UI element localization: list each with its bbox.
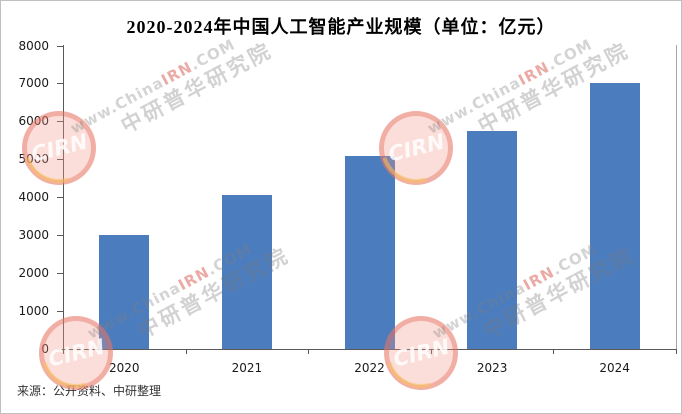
y-axis-tick [57,45,63,47]
x-axis-tick [676,349,677,354]
y-axis-tick-label: 4000 [18,190,49,205]
y-axis-tick [57,273,63,275]
bar-2020 [99,235,150,349]
y-axis-tick [57,83,63,85]
y-axis-tick-label: 2000 [18,266,49,281]
bar-2021 [221,195,272,349]
x-axis-tick [308,349,310,354]
y-axis-tick-label: 0 [41,342,49,356]
x-axis-tick-label: 2021 [231,361,263,375]
x-axis-line [63,349,677,350]
y-axis-tick-label: 1000 [18,304,49,319]
chart-title: 2020-2024年中国人工智能产业规模（单位：亿元） [126,17,556,37]
y-axis-tick-label: 6000 [18,114,49,129]
y-axis-tick [57,235,63,237]
x-axis-tick [430,349,432,354]
y-axis-tick [57,159,63,161]
x-axis-tick-label: 2020 [109,361,140,375]
y-axis-tick-label: 5000 [18,152,49,167]
y-axis-tick-label: 3000 [18,228,49,243]
y-axis-tick [57,349,63,350]
x-axis-tick-label: 2023 [476,361,508,375]
x-axis-tick [185,349,187,354]
x-axis-tick-label: 2024 [599,361,630,375]
y-axis-tick [57,121,63,123]
y-axis-tick-label: 8000 [18,38,49,53]
y-axis-line [63,45,64,350]
x-axis-tick [553,349,555,354]
plot-right-border [676,45,677,350]
x-axis-tick [63,349,64,354]
y-axis-tick [57,311,63,313]
source-note: 来源：公开资料、中研整理 [17,384,162,398]
bar-2023 [467,130,518,349]
x-axis-tick-label: 2022 [354,361,385,375]
bar-2024 [589,83,640,349]
y-axis-tick-label: 7000 [18,76,49,91]
y-axis-tick [57,197,63,199]
bar-2022 [344,156,395,349]
